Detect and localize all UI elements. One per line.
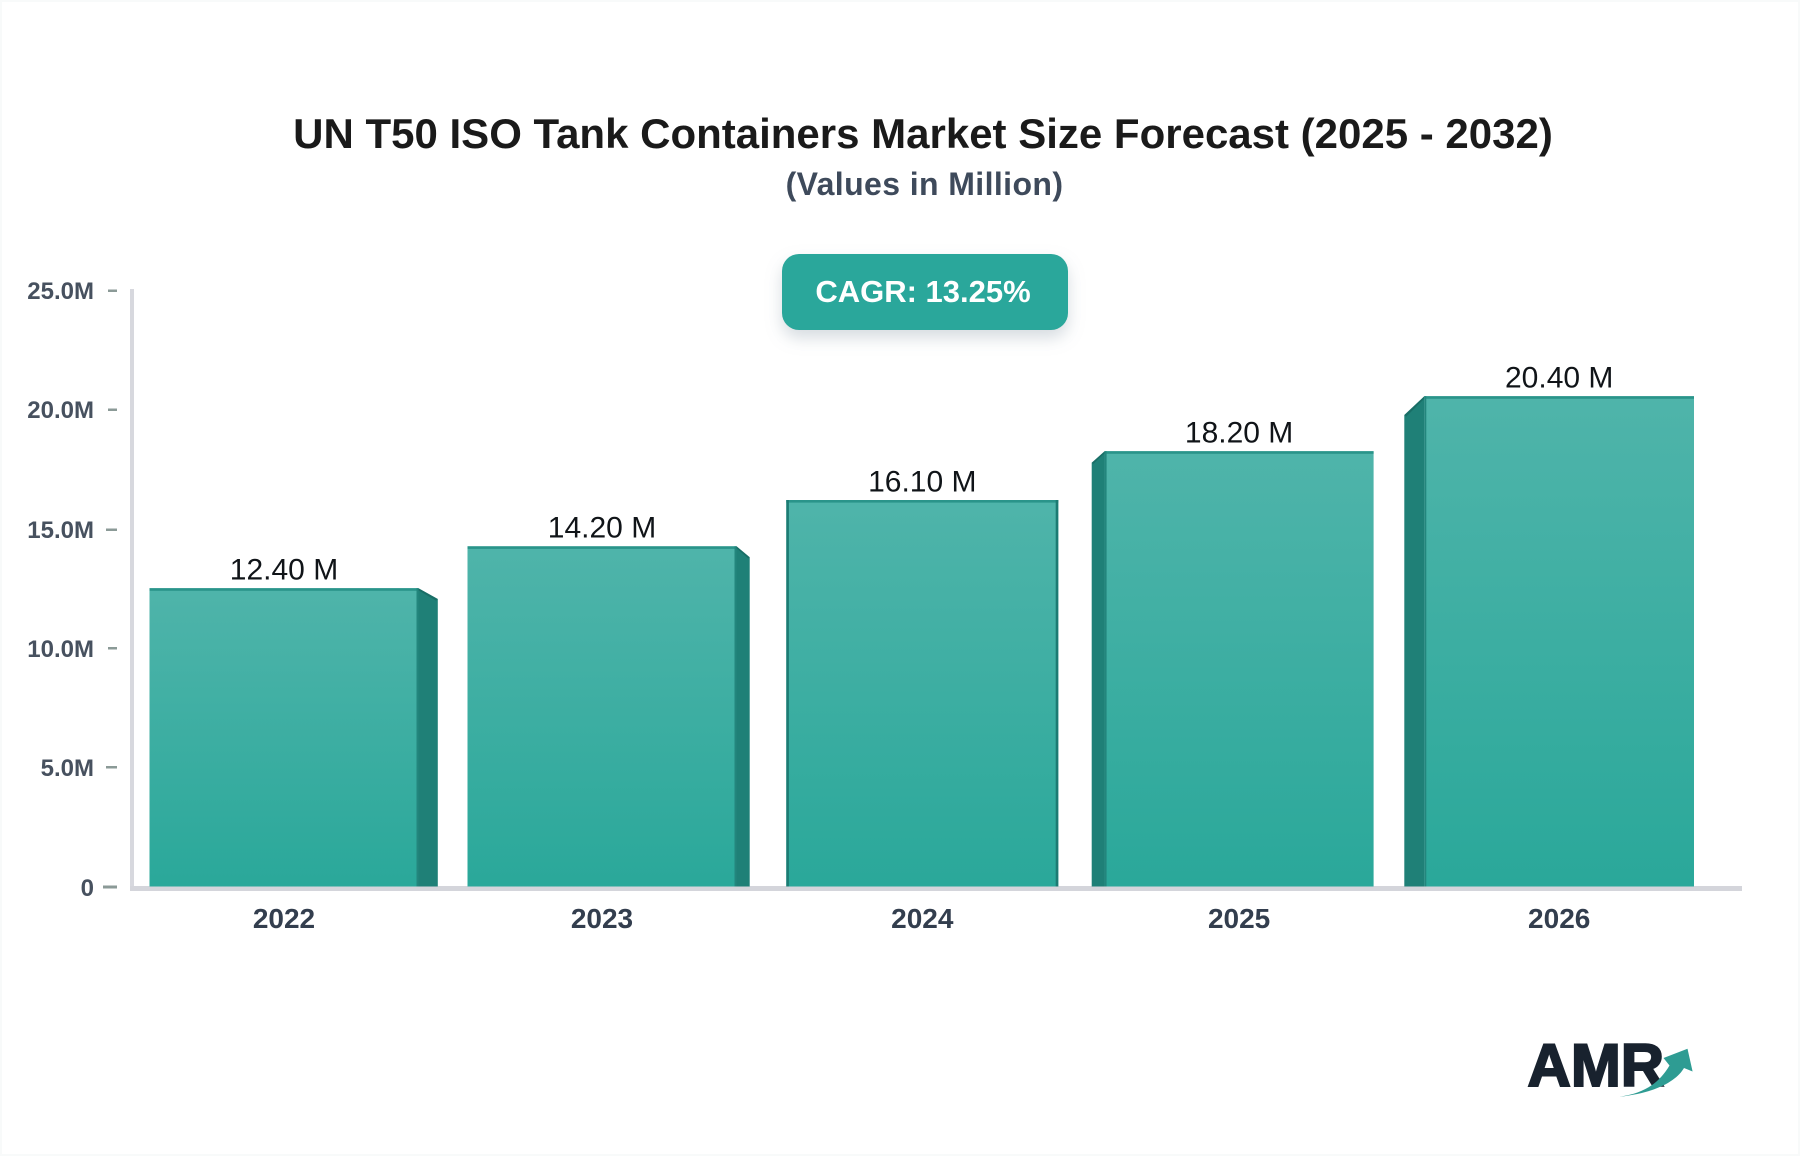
svg-text:UN T50 ISO Tank Containers Mar: UN T50 ISO Tank Containers Market Size F…	[293, 110, 1553, 157]
svg-text:0: 0	[81, 875, 94, 902]
svg-text:25.0M: 25.0M	[27, 278, 94, 305]
svg-text:CAGR: 13.25%: CAGR: 13.25%	[815, 274, 1030, 309]
svg-text:15.0M: 15.0M	[27, 517, 94, 544]
svg-text:5.0M: 5.0M	[41, 755, 94, 782]
svg-text:2025: 2025	[1208, 903, 1270, 934]
svg-text:2024: 2024	[891, 903, 954, 934]
svg-text:2022: 2022	[253, 903, 315, 934]
svg-text:18.20 M: 18.20 M	[1185, 417, 1293, 450]
svg-text:16.10 M: 16.10 M	[868, 465, 976, 498]
svg-text:12.40 M: 12.40 M	[230, 554, 338, 587]
svg-text:2026: 2026	[1528, 903, 1590, 934]
svg-text:14.20 M: 14.20 M	[548, 512, 656, 545]
svg-text:(Values in Million): (Values in Million)	[786, 166, 1064, 202]
svg-text:20.0M: 20.0M	[27, 397, 94, 424]
svg-text:2023: 2023	[571, 903, 633, 934]
svg-text:20.40 M: 20.40 M	[1505, 362, 1613, 395]
svg-text:10.0M: 10.0M	[27, 636, 94, 663]
svg-text:AMR: AMR	[1528, 1032, 1665, 1099]
